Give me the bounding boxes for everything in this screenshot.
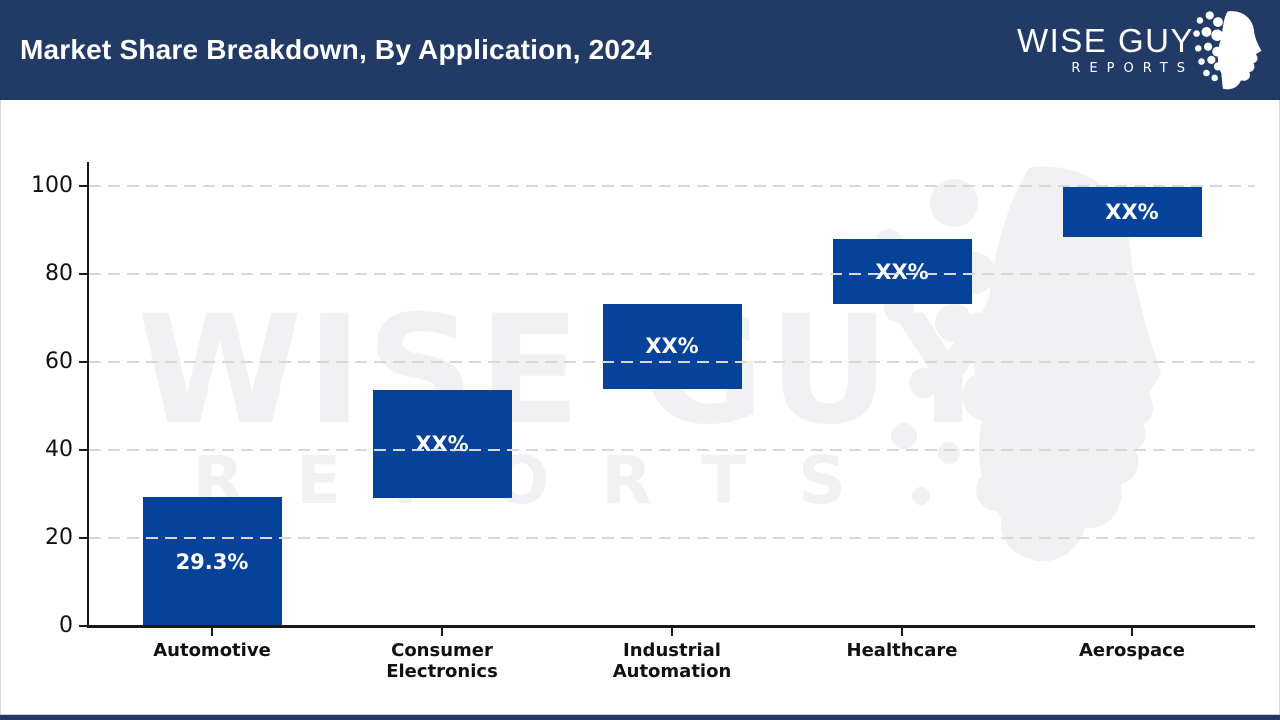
category-label-line: Automotive [153, 640, 271, 661]
x-tick-1 [441, 628, 443, 636]
y-tick-0 [79, 625, 87, 627]
page-title: Market Share Breakdown, By Application, … [20, 34, 652, 65]
bar-automotive: 29.3% [142, 497, 282, 626]
watermark-text-secondary: REPORTS [193, 442, 898, 519]
bar-aerospace: XX% [1062, 186, 1202, 238]
x-tick-0 [211, 628, 213, 636]
y-tick-label: 60 [45, 349, 73, 374]
brand-logo: WISE GUY REPORTS [1017, 6, 1264, 94]
category-label-line: Industrial [623, 640, 721, 661]
category-label-line: Electronics [386, 661, 498, 682]
bar-value-label: XX% [1105, 200, 1159, 225]
watermark-text-primary: WISE GUY [137, 284, 1007, 458]
x-tick-3 [901, 628, 903, 636]
bar-value-label: 29.3% [175, 549, 249, 574]
category-label-line: Healthcare [846, 640, 958, 661]
y-tick-label: 0 [59, 613, 73, 638]
watermark-face-icon [875, 166, 1161, 562]
y-tick-label: 80 [45, 261, 73, 286]
x-tick-4 [1131, 628, 1133, 636]
y-tick-60 [79, 361, 87, 363]
category-label: Industrial Automation [557, 640, 787, 682]
gridline-60 [89, 361, 1255, 363]
y-tick-label: 20 [45, 525, 73, 550]
category-label: Healthcare [787, 640, 1017, 661]
brand-subname: REPORTS [1071, 61, 1194, 76]
gridline-40 [89, 449, 1255, 451]
category-label: Aerospace [1017, 640, 1247, 661]
y-tick-100 [79, 185, 87, 187]
bar-value-label: XX% [875, 259, 929, 284]
category-label-line: Aerospace [1078, 640, 1185, 661]
bar-healthcare: XX% [832, 239, 972, 304]
y-tick-20 [79, 537, 87, 539]
header: Market Share Breakdown, By Application, … [0, 0, 1280, 100]
gridline-80 [89, 273, 1255, 275]
y-tick-label: 40 [45, 437, 73, 462]
footer-strip [0, 714, 1280, 720]
x-axis-line [87, 625, 1255, 628]
bar-industrial-automation: XX% [602, 303, 742, 389]
category-label-line: Consumer [391, 640, 493, 661]
category-label: Consumer Electronics [327, 640, 557, 682]
bar-consumer-electronics: XX% [372, 390, 512, 498]
y-tick-label: 100 [31, 173, 73, 198]
gridline-100 [89, 185, 1255, 187]
category-label-line: Automation [612, 661, 732, 682]
y-axis-line [87, 162, 89, 627]
bar-value-label: XX% [645, 334, 699, 359]
brand-name: WISE GUY [1016, 22, 1194, 59]
chart-area: WISE GUY REPORTS 0 20 40 60 80 100 29.3% Automo… [0, 100, 1280, 714]
category-label: Automotive [97, 640, 327, 661]
x-tick-2 [671, 628, 673, 636]
y-tick-80 [79, 273, 87, 275]
gridline-20 [89, 537, 1255, 539]
brand-logo-text: WISE GUY REPORTS [1017, 24, 1194, 76]
bar-value-label: XX% [415, 431, 469, 456]
brand-face-icon [1193, 11, 1262, 90]
y-tick-40 [79, 449, 87, 451]
